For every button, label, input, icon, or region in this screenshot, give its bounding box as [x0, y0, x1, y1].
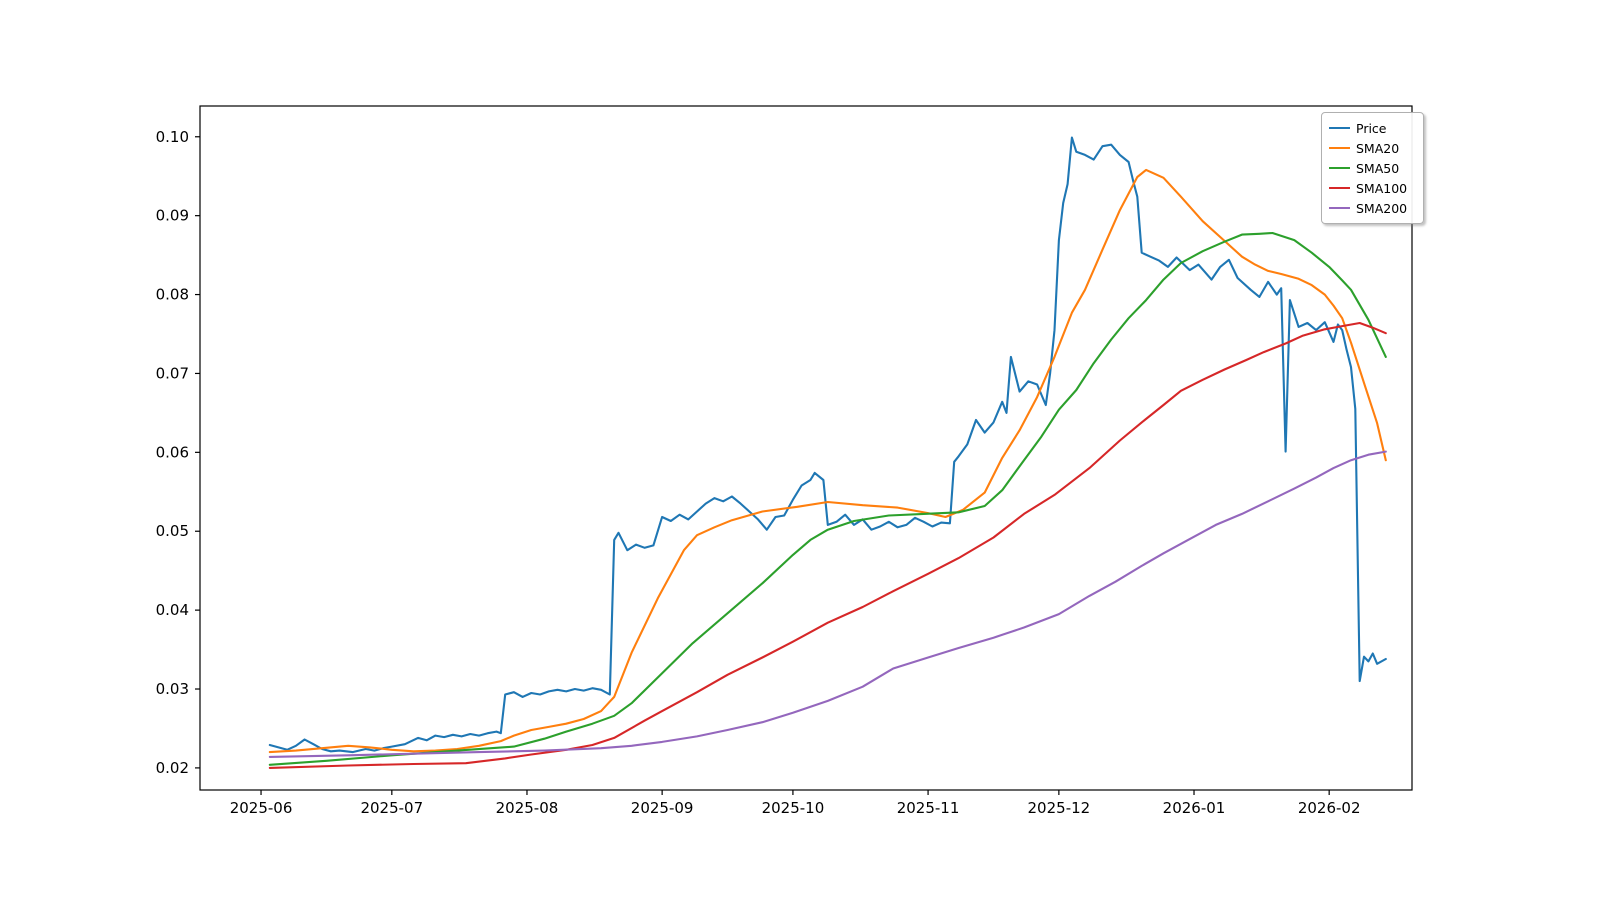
series-line-sma50 [268, 231, 1387, 766]
y-tick-label: 0.06 [156, 443, 189, 461]
y-tick-label: 0.04 [156, 601, 189, 619]
legend-box: Price SMA20 SMA50 SMA100 SMA200 [1321, 112, 1424, 224]
x-tick-label: 2025-06 [230, 799, 293, 817]
legend-item-sma100: SMA100 [1329, 178, 1417, 198]
legend-swatch-icon [1329, 126, 1350, 130]
plot-border [199, 105, 1413, 791]
x-tick-label: 2025-08 [496, 799, 559, 817]
legend-label: SMA20 [1356, 140, 1400, 156]
legend-label: Price [1356, 120, 1387, 136]
y-tick-label: 0.07 [156, 364, 189, 382]
series-line-sma200 [268, 450, 1387, 758]
y-tick-label: 0.09 [156, 207, 189, 225]
y-tick-label: 0.10 [156, 128, 189, 146]
series-line-sma100 [268, 321, 1387, 769]
legend-item-price: Price [1329, 118, 1417, 138]
x-tick-label: 2025-12 [1028, 799, 1091, 817]
x-tick-label: 2025-11 [897, 799, 960, 817]
legend-item-sma200: SMA200 [1329, 198, 1417, 218]
legend-swatch-icon [1329, 186, 1350, 190]
y-tick-label: 0.08 [156, 286, 189, 304]
x-tick-label: 2025-07 [360, 799, 423, 817]
legend-swatch-icon [1329, 166, 1350, 170]
series-line-price [268, 136, 1387, 754]
y-tick-label: 0.05 [156, 522, 189, 540]
y-tick-label: 0.02 [156, 759, 189, 777]
y-tick-label: 0.03 [156, 680, 189, 698]
legend-item-sma50: SMA50 [1329, 158, 1417, 178]
legend-item-sma20: SMA20 [1329, 138, 1417, 158]
legend-label: SMA200 [1356, 200, 1408, 216]
legend-label: SMA100 [1356, 180, 1408, 196]
x-tick-label: 2026-02 [1298, 799, 1361, 817]
legend-swatch-icon [1329, 206, 1350, 210]
x-tick-label: 2025-10 [762, 799, 825, 817]
legend-swatch-icon [1329, 146, 1350, 150]
x-tick-label: 2025-09 [631, 799, 694, 817]
legend-label: SMA50 [1356, 160, 1400, 176]
x-tick-label: 2026-01 [1163, 799, 1226, 817]
